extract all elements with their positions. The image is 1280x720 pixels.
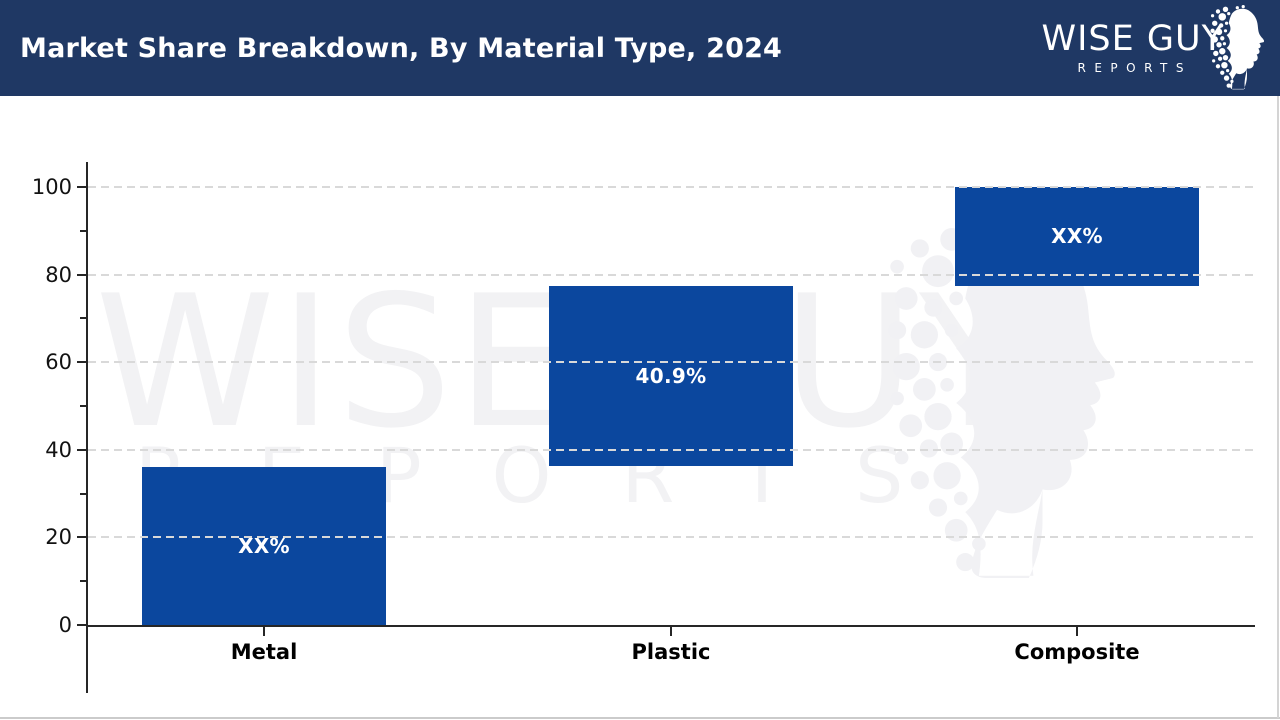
figure-bottom-border (0, 717, 1280, 719)
y-axis-major-tick (77, 273, 87, 276)
y-axis-major-tick (77, 448, 87, 451)
y-axis-major-tick (77, 536, 87, 539)
y-axis-minor-tick (80, 317, 87, 320)
figure-right-border (1277, 96, 1279, 718)
category-label-metal: Metal (230, 640, 298, 664)
gridline-y-40 (88, 448, 1253, 451)
category-label-plastic: Plastic (631, 640, 711, 664)
logo-head-icon (1210, 5, 1265, 90)
bar-value-label: XX% (1051, 224, 1103, 249)
gridline-y-100 (88, 186, 1253, 188)
bar-value-label: 40.9% (635, 363, 707, 388)
y-axis-tick-label: 100 (31, 175, 72, 199)
bar-composite: XX% (955, 187, 1199, 286)
y-axis-tick-label: 0 (58, 613, 72, 637)
x-axis-line (86, 625, 1255, 627)
wise-guy-logo: WISE GUY REPORTS (1041, 5, 1270, 91)
y-axis-tick-label: 20 (45, 525, 72, 550)
y-axis-tick-label: 40 (45, 437, 72, 462)
category-label-composite: Composite (1014, 640, 1140, 664)
y-axis-minor-tick (80, 492, 87, 495)
y-axis-tick-label: 60 (45, 350, 72, 375)
y-axis-major-tick (77, 186, 87, 188)
y-axis-line (86, 162, 88, 693)
header-bar: Market Share Breakdown, By Material Type… (0, 0, 1280, 96)
bar-metal: XX% (142, 466, 386, 625)
y-axis-tick-label: 80 (45, 262, 72, 287)
chart-area: WISE GUY REPORTS 020406080100XX%Metal40.… (0, 96, 1280, 720)
logo-wordmark: WISE GUY REPORTS (1041, 18, 1224, 75)
y-axis-minor-tick (80, 405, 87, 407)
gridline-y-20 (88, 536, 1253, 539)
gridline-y-80 (88, 273, 1253, 276)
y-axis-minor-tick (80, 580, 87, 583)
y-axis-major-tick (77, 361, 87, 364)
y-axis-minor-tick (80, 229, 87, 232)
gridline-y-60 (88, 361, 1253, 364)
x-axis-tick (1076, 627, 1078, 636)
x-axis-tick (670, 627, 672, 636)
page-title: Market Share Breakdown, By Material Type… (20, 32, 783, 64)
logo-wordmark-line1: WISE GUY (1041, 18, 1224, 59)
y-axis-major-tick (77, 624, 87, 626)
logo-wordmark-line2: REPORTS (1077, 60, 1192, 75)
bar-plastic: 40.9% (549, 286, 793, 466)
x-axis-tick (263, 627, 265, 636)
